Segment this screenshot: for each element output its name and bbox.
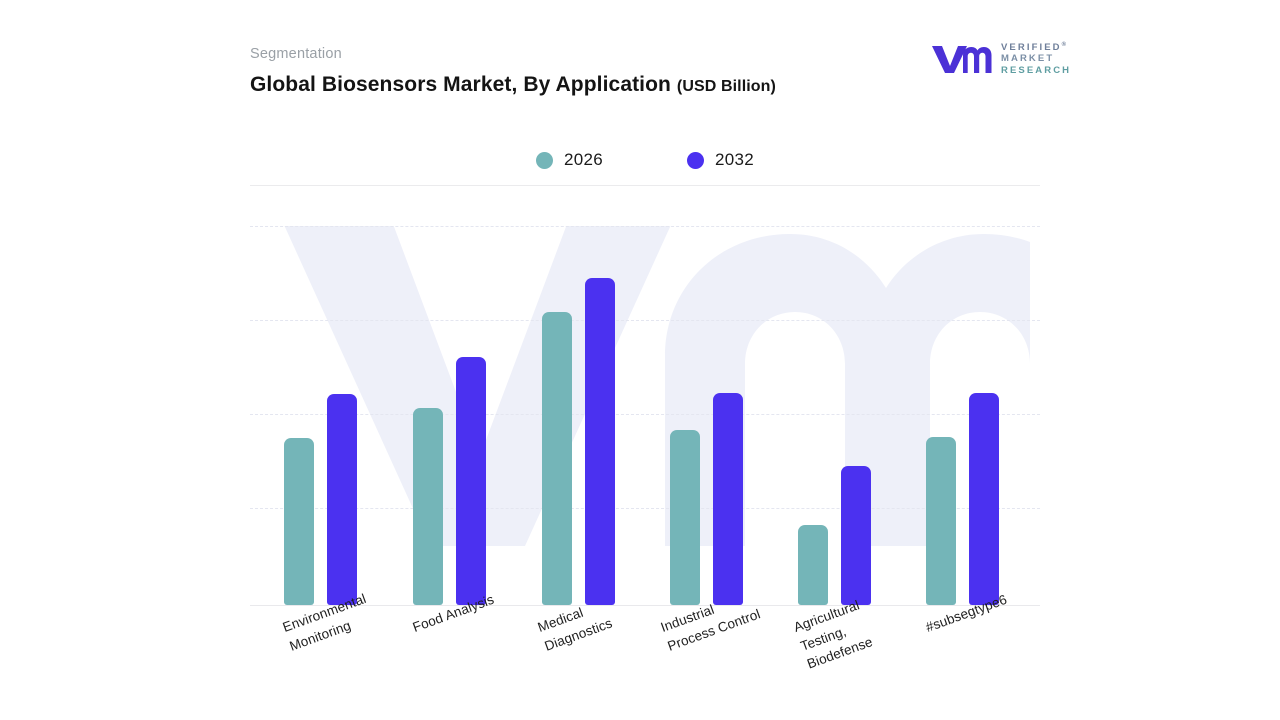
logo-line-market: MARKET bbox=[1001, 53, 1055, 65]
bar-group bbox=[542, 226, 615, 605]
page-title-main: Global Biosensors Market, By Application bbox=[250, 73, 677, 97]
bar-group bbox=[798, 226, 871, 605]
bar-2026[interactable] bbox=[413, 408, 443, 605]
registered-mark-icon: ® bbox=[1061, 42, 1067, 49]
bar-2032[interactable] bbox=[456, 357, 486, 605]
bar-2032[interactable] bbox=[585, 278, 615, 605]
bar-2026[interactable] bbox=[670, 430, 700, 605]
x-axis-labels: Environmental Monitoring Food Analysis M… bbox=[250, 591, 1040, 720]
bar-group bbox=[926, 226, 999, 605]
bar-2026[interactable] bbox=[798, 525, 828, 605]
bar-series-container bbox=[250, 226, 1040, 605]
bar-group bbox=[413, 226, 486, 605]
bar-2026[interactable] bbox=[284, 438, 314, 605]
legend-swatch-icon bbox=[535, 151, 553, 169]
segmentation-eyebrow: Segmentation bbox=[250, 46, 342, 62]
gridline bbox=[250, 226, 1040, 227]
bar-2032[interactable] bbox=[327, 394, 357, 605]
header-divider bbox=[250, 185, 1040, 186]
legend-swatch-icon bbox=[687, 151, 704, 169]
chart-legend: 2026 2032 bbox=[250, 150, 1040, 170]
bar-2026[interactable] bbox=[542, 312, 572, 605]
logo-line-research: RESEARCH bbox=[1001, 64, 1072, 76]
bar-2026[interactable] bbox=[926, 437, 956, 605]
bar-group bbox=[284, 226, 357, 605]
bar-group bbox=[670, 226, 743, 605]
gridline bbox=[250, 508, 1040, 509]
logo-wordmark: VERIFIED® MARKET RESEARCH bbox=[1001, 42, 1071, 76]
vm-logo-icon bbox=[930, 42, 992, 76]
legend-item-2026[interactable]: 2026 bbox=[535, 150, 603, 170]
chart-header: Segmentation Global Biosensors Market, B… bbox=[250, 46, 1040, 100]
bar-2032[interactable] bbox=[969, 393, 999, 605]
brand-logo: VERIFIED® MARKET RESEARCH bbox=[930, 42, 1071, 76]
x-tick-label: Agricultural Testing, Biodefense bbox=[791, 597, 875, 672]
gridline bbox=[250, 320, 1040, 321]
legend-item-2032[interactable]: 2032 bbox=[687, 150, 754, 170]
x-axis-line bbox=[250, 605, 1040, 606]
gridline bbox=[250, 414, 1040, 415]
chart-plot-area bbox=[250, 226, 1040, 605]
bar-2032[interactable] bbox=[713, 393, 743, 605]
bar-2032[interactable] bbox=[841, 466, 871, 605]
page-title-unit: (USD Billion) bbox=[676, 78, 776, 96]
logo-line-verified: VERIFIED® bbox=[1001, 42, 1067, 54]
page-title: Global Biosensors Market, By Application… bbox=[250, 71, 795, 99]
legend-label: 2032 bbox=[715, 150, 755, 169]
legend-label: 2026 bbox=[563, 150, 603, 169]
